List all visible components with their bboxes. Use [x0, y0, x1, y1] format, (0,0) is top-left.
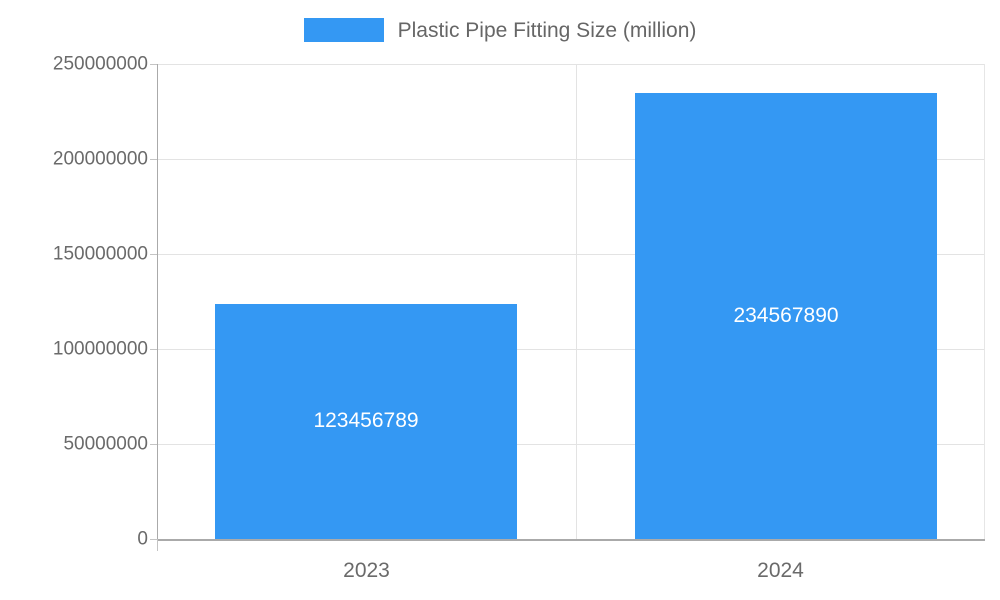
gridline-100000000: [157, 349, 984, 350]
y-axis-baseline-tick: [157, 539, 158, 551]
bar-value-label-2024: 234567890: [733, 304, 839, 327]
x-axis-line: [157, 539, 985, 541]
gridline-category-divider: [576, 64, 577, 539]
bar-2023[interactable]: 123456789: [215, 304, 517, 539]
y-tick-mark-200000000: [150, 159, 157, 160]
chart-legend: Plastic Pipe Fitting Size (million): [0, 12, 1000, 48]
y-tick-label-250000000: 250000000: [52, 53, 148, 75]
plot-area: 123456789 234567890: [157, 64, 985, 539]
bar-value-label-2023: 123456789: [313, 409, 419, 432]
gridline-150000000: [157, 254, 984, 255]
gridline-250000000: [157, 64, 984, 65]
y-tick-mark-250000000: [150, 64, 157, 65]
y-tick-label-150000000: 150000000: [52, 243, 148, 265]
y-tick-mark-150000000: [150, 254, 157, 255]
y-tick-mark-50000000: [150, 444, 157, 445]
y-tick-label-100000000: 100000000: [52, 338, 148, 360]
x-axis-label-2024: 2024: [757, 559, 804, 582]
legend-color-swatch[interactable]: [303, 18, 384, 42]
y-tick-mark-0: [150, 539, 157, 540]
y-tick-mark-100000000: [150, 349, 157, 350]
gridline-200000000: [157, 159, 984, 160]
gridline-50000000: [157, 444, 984, 445]
x-axis-label-2023: 2023: [343, 559, 390, 582]
y-tick-label-200000000: 200000000: [52, 148, 148, 170]
bar-2024[interactable]: 234567890: [635, 93, 937, 539]
y-axis-line: [157, 64, 158, 539]
y-tick-label-50000000: 50000000: [63, 433, 148, 455]
y-tick-label-0: 0: [137, 528, 148, 550]
legend-label[interactable]: Plastic Pipe Fitting Size (million): [397, 18, 697, 42]
